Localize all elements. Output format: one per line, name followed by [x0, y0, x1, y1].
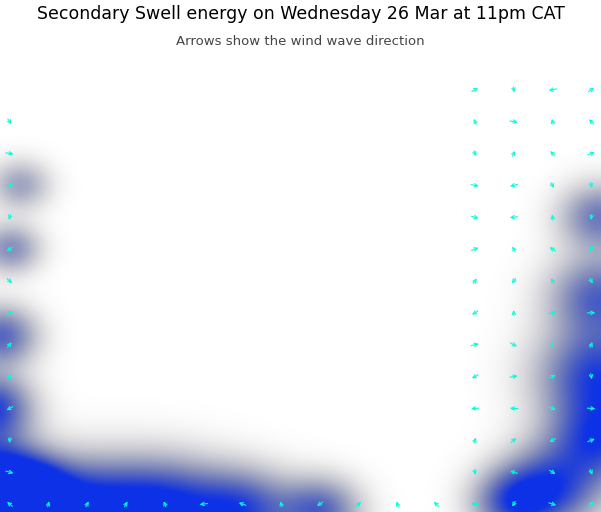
Text: Arrows show the wind wave direction: Arrows show the wind wave direction	[176, 35, 425, 48]
Text: Secondary Swell energy on Wednesday 26 Mar at 11pm CAT: Secondary Swell energy on Wednesday 26 M…	[37, 6, 564, 24]
